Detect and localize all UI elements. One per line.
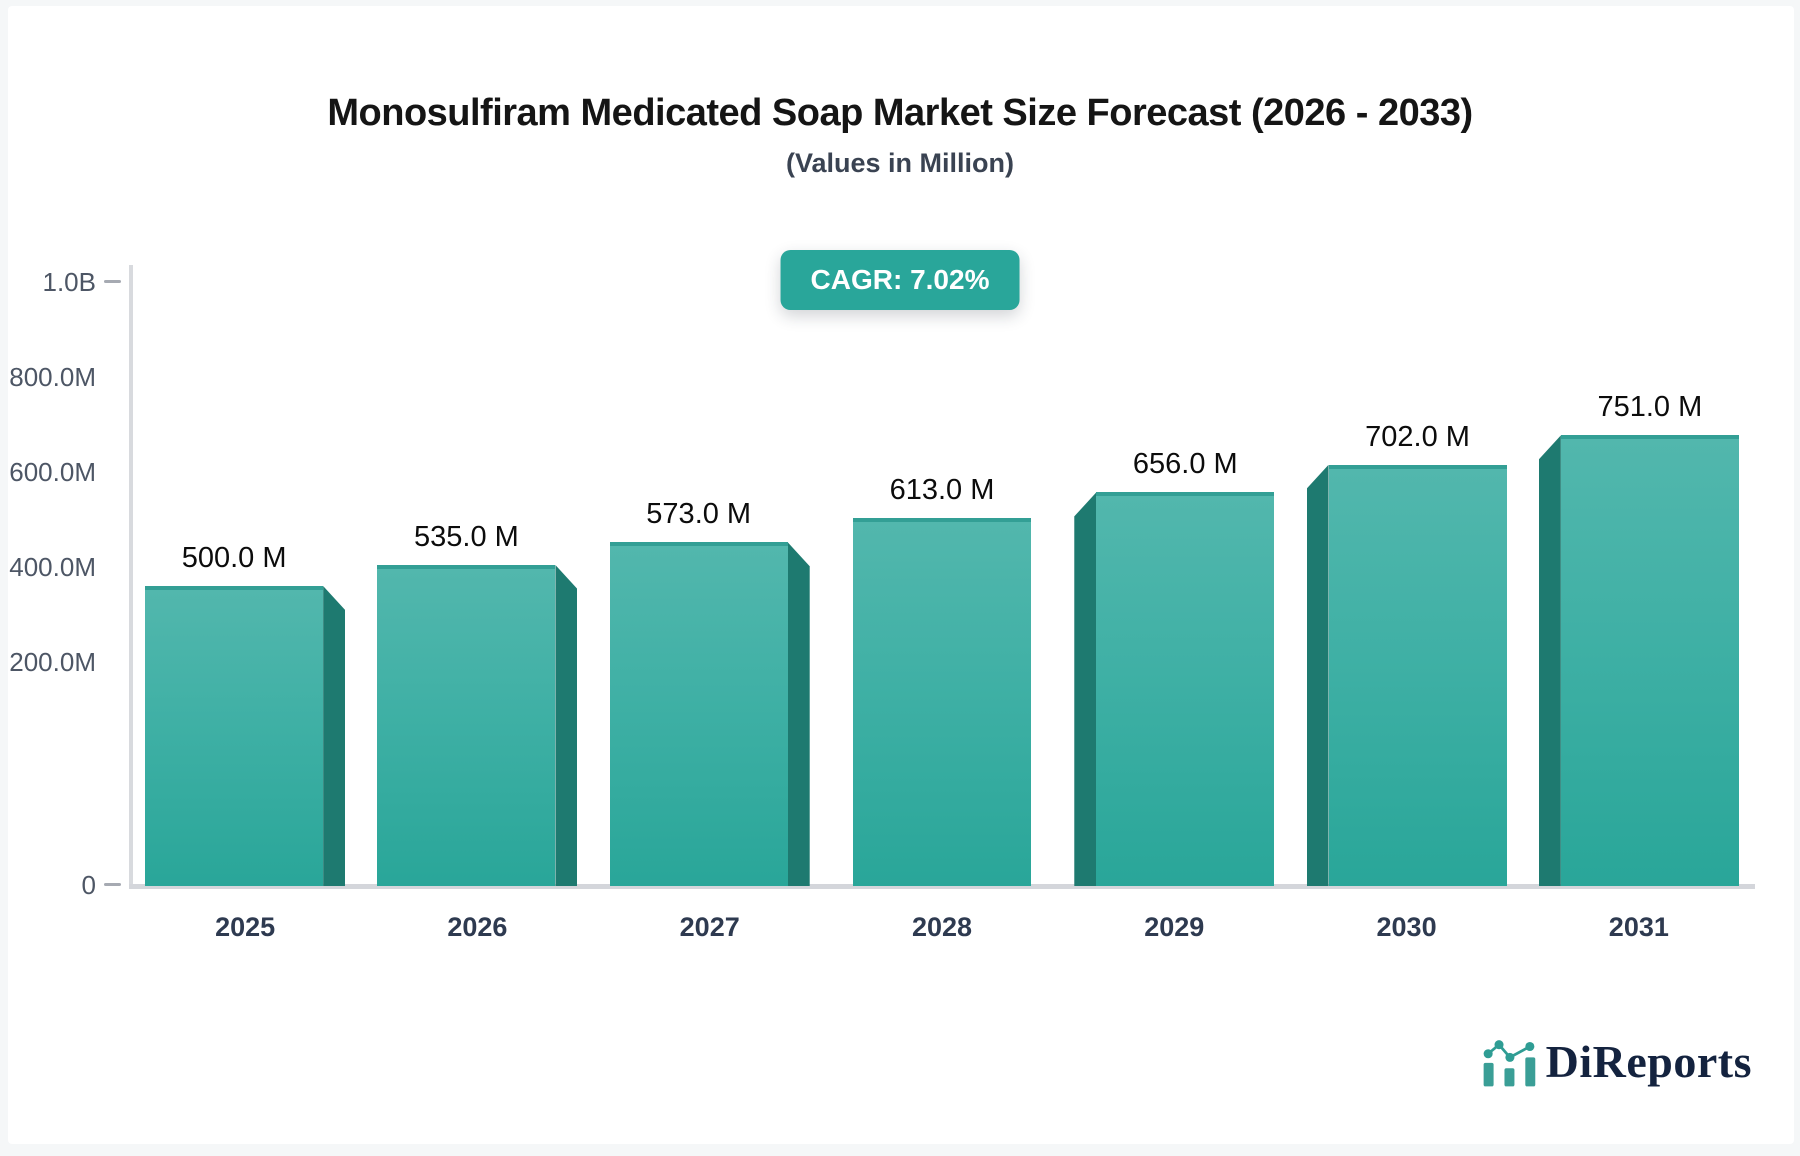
bar-2031 bbox=[1560, 435, 1739, 886]
bar-side-2031 bbox=[1538, 435, 1561, 886]
bar-2028 bbox=[853, 518, 1031, 886]
chart-subtitle: (Values in Million) bbox=[785, 148, 1015, 178]
bar-value-label-2025: 500.0 M bbox=[181, 542, 287, 574]
x-axis-label-2026: 2026 bbox=[447, 912, 508, 942]
bar-2025 bbox=[145, 586, 324, 886]
y-axis-label: 800.0M bbox=[9, 362, 96, 392]
y-axis-tick bbox=[104, 280, 121, 283]
bar-value-label-2027: 573.0 M bbox=[646, 498, 752, 531]
bar-side-2025 bbox=[323, 586, 346, 886]
y-axis-line bbox=[129, 265, 133, 886]
bar-2026 bbox=[377, 565, 556, 886]
x-axis-label-2028: 2028 bbox=[911, 912, 973, 942]
direports-logo: DiReports bbox=[1480, 1032, 1752, 1090]
logo-text: DiReports bbox=[1545, 1035, 1752, 1087]
bar-value-label-2028: 613.0 M bbox=[889, 474, 995, 507]
chart-title: Monosulfiram Medicated Soap Market Size … bbox=[327, 92, 1473, 134]
x-axis-label-2027: 2027 bbox=[679, 912, 740, 942]
y-axis-tick bbox=[104, 883, 121, 886]
cagr-badge: CAGR: 7.02% bbox=[780, 250, 1020, 310]
bar-2030 bbox=[1328, 464, 1507, 886]
bar-2029 bbox=[1096, 492, 1275, 886]
x-axis-label-2025: 2025 bbox=[215, 912, 276, 942]
bar-value-label-2030: 702.0 M bbox=[1365, 420, 1470, 453]
bar-side-2027 bbox=[787, 542, 810, 886]
bar-side-2030 bbox=[1306, 464, 1329, 886]
bar-value-label-2026: 535.0 M bbox=[414, 521, 519, 553]
bar-value-label-2031: 751.0 M bbox=[1597, 391, 1703, 424]
bar-side-2026 bbox=[555, 565, 578, 886]
y-axis-label: 200.0M bbox=[9, 647, 96, 677]
bar-2027 bbox=[609, 542, 788, 886]
bar-chart-trend-icon bbox=[1483, 1040, 1535, 1087]
y-axis-label: 600.0M bbox=[9, 457, 96, 487]
x-axis-label-2030: 2030 bbox=[1376, 912, 1437, 942]
y-axis-label: 1.0B bbox=[42, 267, 97, 297]
x-axis-label-2031: 2031 bbox=[1608, 912, 1669, 942]
bar-side-2029 bbox=[1074, 492, 1097, 886]
y-axis-label: 400.0M bbox=[9, 552, 96, 582]
y-axis-label: 0 bbox=[81, 870, 96, 900]
bar-value-label-2029: 656.0 M bbox=[1132, 448, 1238, 481]
x-axis-label-2029: 2029 bbox=[1144, 912, 1205, 942]
x-axis-line bbox=[129, 884, 1755, 889]
